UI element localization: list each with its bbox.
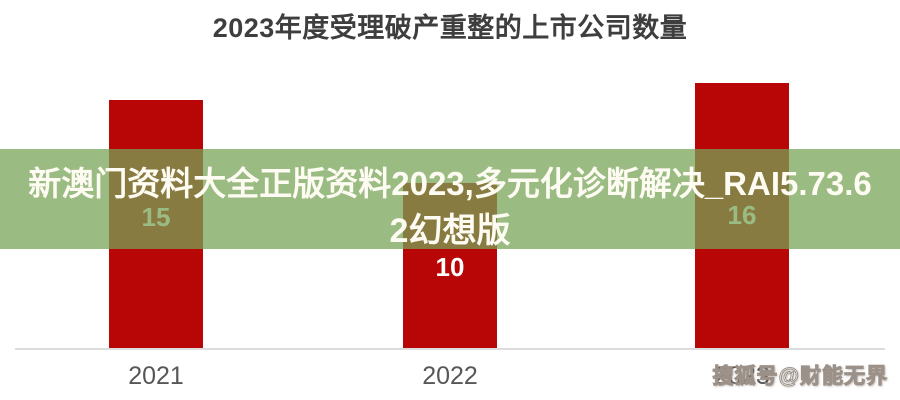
x-tick-2023: 2023 (714, 362, 770, 390)
x-axis-line (15, 348, 885, 350)
bar-value-2022: 10 (435, 252, 465, 282)
promo-overlay-banner: 新澳门资料大全正版资料2023,多元化诊断解决_RAI5.73.6 2幻想版 (0, 149, 900, 250)
promo-text-line2: 2幻想版 (389, 212, 511, 250)
promo-text-line1: 新澳门资料大全正版资料2023,多元化诊断解决_RAI5.73.6 (28, 165, 872, 202)
x-tick-2022: 2022 (422, 362, 478, 390)
x-tick-2021: 2021 (128, 362, 184, 390)
chart-title: 2023年度受理破产重整的上市公司数量 (212, 13, 688, 43)
watermark-sohu-account: 搜狐号@财能无界 (712, 365, 888, 389)
